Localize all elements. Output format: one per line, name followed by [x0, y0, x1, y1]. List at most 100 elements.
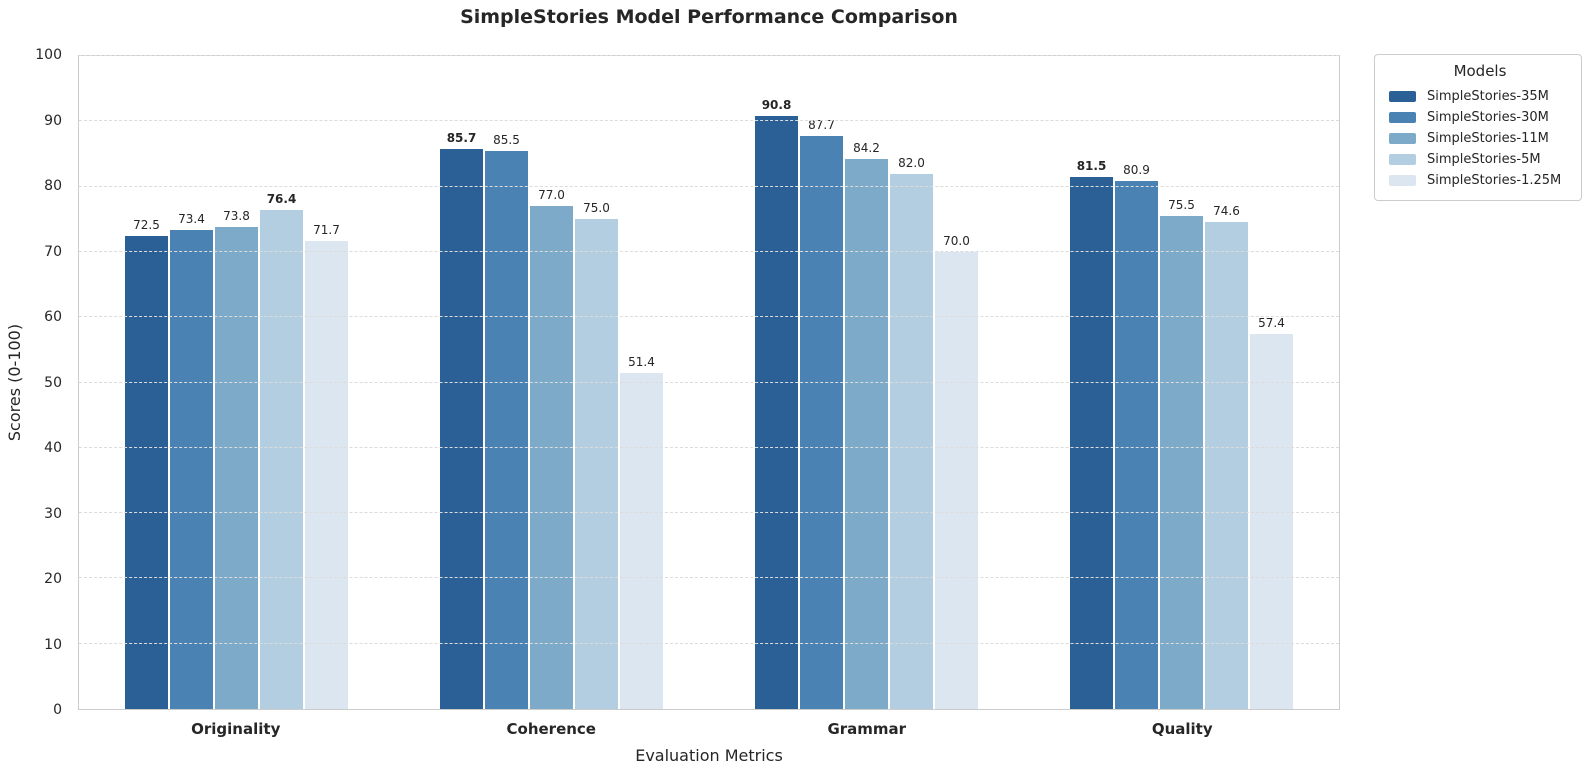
bar-slot: 80.9 — [1114, 56, 1159, 709]
bar-slot: 81.5 — [1069, 56, 1114, 709]
bar-value-label: 85.7 — [446, 131, 477, 146]
legend-label: SimpleStories-5M — [1427, 152, 1541, 167]
bar-simplestories-11m-originality — [214, 227, 259, 709]
bar-group-quality: 81.5 80.9 75.5 74.6 57.4 — [1024, 56, 1339, 709]
legend-swatch-icon — [1389, 133, 1416, 144]
gridline-70 — [79, 250, 1339, 252]
bar-simplestories-11m-coherence — [529, 206, 574, 709]
bar-value-label: 73.8 — [223, 209, 250, 224]
bar-slot: 70.0 — [934, 56, 979, 709]
legend-swatch-icon — [1389, 91, 1416, 102]
bar-value-label: 75.0 — [583, 201, 610, 216]
bar-simplestories-35m-grammar — [754, 116, 799, 709]
bar-value-label: 75.5 — [1168, 198, 1195, 212]
legend-rows: SimpleStories-35M SimpleStories-30M Simple… — [1389, 86, 1571, 191]
y-tick-label-50: 50 — [44, 374, 62, 391]
x-axis-label: Evaluation Metrics — [635, 746, 783, 765]
bar-slot: 51.4 — [619, 56, 664, 709]
bar-group-originality: 72.5 73.4 73.8 76.4 71.7 — [79, 56, 394, 709]
bar-simplestories-30m-coherence — [484, 150, 529, 709]
bar-slot: 75.0 — [574, 56, 619, 709]
gridline-50 — [79, 381, 1339, 383]
y-axis-ticks: 0 10 20 30 40 50 60 70 80 90 100 — [0, 47, 70, 718]
bar-slot: 73.8 — [214, 56, 259, 709]
bar-value-label: 51.4 — [628, 355, 655, 370]
bar-value-label: 80.9 — [1123, 162, 1150, 177]
bar-slot: 90.8 — [754, 56, 799, 709]
bar-simplestories-35m-originality — [124, 235, 169, 709]
bar-simplestories-30m-grammar — [799, 136, 844, 709]
y-tick-label-30: 30 — [44, 505, 62, 522]
gridline-60 — [79, 316, 1339, 318]
bar-slot: 74.6 — [1204, 56, 1249, 709]
gridline-10 — [79, 642, 1339, 644]
y-tick-label-90: 90 — [44, 112, 62, 129]
legend-row: SimpleStories-11M — [1389, 128, 1571, 149]
bar-value-label: 57.4 — [1258, 316, 1285, 331]
bar-simplestories-30m-quality — [1114, 180, 1159, 709]
legend-title: Models — [1453, 62, 1507, 80]
gridline-80 — [79, 185, 1339, 187]
x-axis-ticks: Originality Coherence Grammar Quality — [78, 720, 1340, 738]
bar-slot: 73.4 — [169, 56, 214, 709]
bar-simplestories-5m-originality — [259, 210, 304, 709]
bar-group-coherence: 85.7 85.5 77.0 75.0 51.4 — [394, 56, 709, 709]
bar-simplestories-1.25m-grammar — [934, 251, 979, 709]
y-tick-label-100: 100 — [35, 47, 62, 63]
legend-label: SimpleStories-30M — [1427, 110, 1549, 125]
bar-value-label: 84.2 — [853, 141, 880, 156]
bar-simplestories-30m-originality — [169, 229, 214, 709]
bar-value-label: 73.4 — [178, 211, 205, 226]
bar-slot: 72.5 — [124, 56, 169, 709]
y-tick-label-80: 80 — [44, 178, 62, 194]
chart-title: SimpleStories Model Performance Comparis… — [460, 6, 958, 28]
bar-slot: 77.0 — [529, 56, 574, 709]
bar-value-label: 85.5 — [493, 132, 520, 147]
y-tick-label-60: 60 — [44, 309, 62, 325]
gridline-100 — [79, 55, 1339, 56]
bar-simplestories-1.25m-quality — [1249, 334, 1294, 709]
bar-slot: 76.4 — [259, 56, 304, 709]
bar-slot: 57.4 — [1249, 56, 1294, 709]
x-tick-label-grammar: Grammar — [827, 720, 907, 738]
bar-simplestories-5m-coherence — [574, 219, 619, 709]
bar-value-label: 76.4 — [266, 192, 297, 207]
plot-area: 72.5 73.4 73.8 76.4 71.7 85.7 85.5 77.0 75.0 51.4… — [78, 55, 1340, 710]
bar-slot: 84.2 — [844, 56, 889, 709]
bar-slot: 85.5 — [484, 56, 529, 709]
legend-row: SimpleStories-1.25M — [1389, 170, 1571, 191]
legend-row: SimpleStories-5M — [1389, 149, 1571, 170]
legend: Models SimpleStories-35M SimpleStories-30… — [1374, 54, 1582, 201]
gridline-40 — [79, 446, 1339, 448]
legend-row: SimpleStories-30M — [1389, 107, 1571, 128]
bar-value-label: 71.7 — [313, 222, 340, 237]
x-tick-label-originality: Originality — [191, 720, 281, 738]
bar-simplestories-11m-quality — [1159, 216, 1204, 709]
y-tick-label-20: 20 — [44, 571, 62, 587]
legend-label: SimpleStories-35M — [1427, 89, 1549, 104]
y-tick-label-40: 40 — [44, 440, 62, 456]
bar-slot: 71.7 — [304, 56, 349, 709]
bar-value-label: 74.6 — [1213, 203, 1240, 218]
gridline-20 — [79, 577, 1339, 579]
bar-simplestories-1.25m-coherence — [619, 373, 664, 709]
bar-value-label: 77.0 — [538, 188, 565, 203]
x-tick-label-quality: Quality — [1151, 720, 1213, 738]
legend-label: SimpleStories-1.25M — [1427, 173, 1562, 188]
x-tick-label-coherence: Coherence — [506, 720, 596, 738]
bar-simplestories-1.25m-originality — [304, 240, 349, 709]
bar-group-grammar: 90.8 87.7 84.2 82.0 70.0 — [709, 56, 1024, 709]
bar-simplestories-35m-quality — [1069, 176, 1114, 709]
bar-simplestories-5m-grammar — [889, 173, 934, 709]
bar-slot: 87.7 — [799, 56, 844, 709]
y-tick-label-70: 70 — [44, 243, 62, 260]
bar-value-label: 87.7 — [808, 118, 835, 133]
legend-swatch-icon — [1389, 154, 1416, 165]
bar-groups: 72.5 73.4 73.8 76.4 71.7 85.7 85.5 77.0 75.0 51.4… — [79, 56, 1339, 709]
y-tick-label-10: 10 — [44, 636, 62, 653]
bar-slot: 85.7 — [439, 56, 484, 709]
bar-value-label: 81.5 — [1076, 158, 1107, 173]
gridline-30 — [79, 512, 1339, 514]
bar-slot: 82.0 — [889, 56, 934, 709]
